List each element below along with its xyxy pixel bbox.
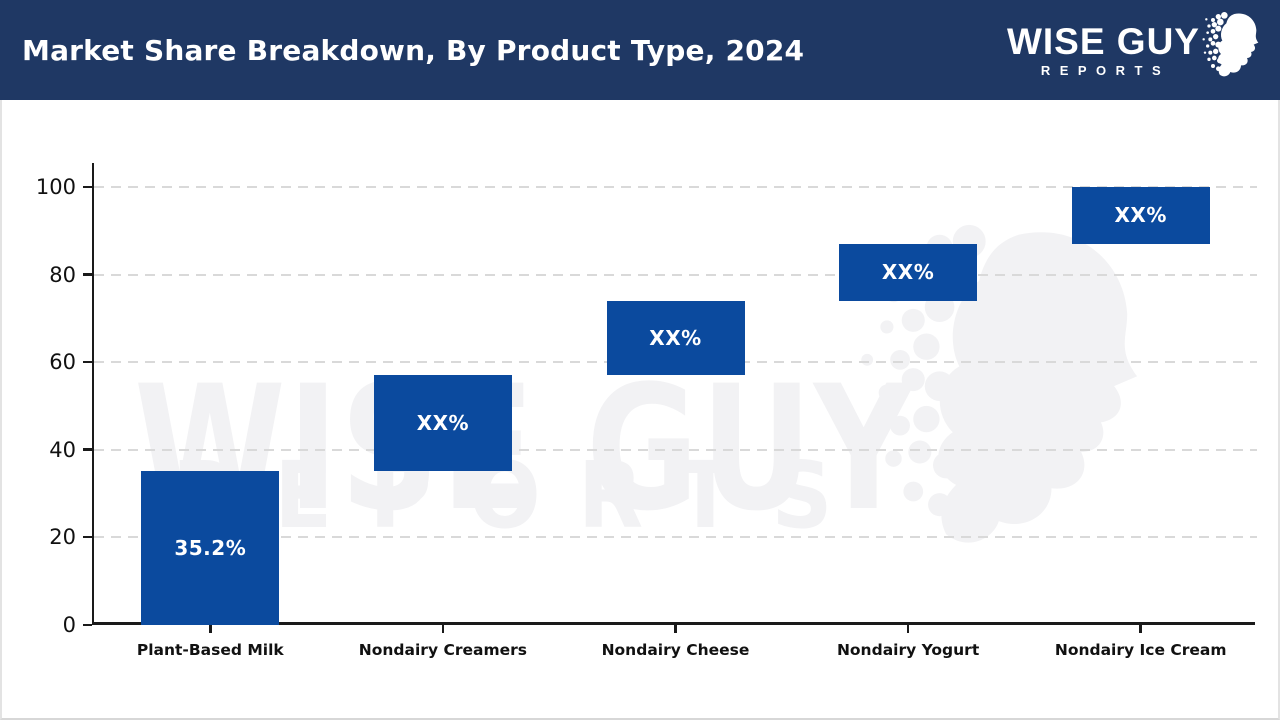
x-axis-label-nondairy-creamers: Nondairy Creamers (358, 641, 527, 659)
bar-nondairy-cheese: XX% (606, 300, 745, 376)
x-axis-tick-nondairy-creamers (441, 625, 445, 633)
bar-nondairy-creamers: XX% (373, 375, 512, 471)
logo-wordmark: WISE GUY (1006, 20, 1200, 62)
x-axis-tick-nondairy-yogurt (906, 625, 910, 633)
bar-value-label: XX% (881, 260, 935, 285)
gridline-y-20 (94, 536, 1257, 539)
gridline-y-40 (94, 448, 1257, 451)
x-axis-tick-plant-based-milk (209, 625, 212, 633)
y-axis-tick-80 (83, 273, 92, 276)
logo-subtitle: REPORTS (1040, 62, 1171, 78)
wiseguy-head-icon (1202, 12, 1259, 77)
gridline-y-100 (94, 186, 1257, 188)
y-axis-tick-40 (83, 448, 92, 451)
waterfall-chart: 0 20 40 60 80 100 35.2% Plant-Based Milk XX% Nond… (36, 163, 1257, 659)
page-title: Market Share Breakdown, By Product Type,… (22, 33, 805, 67)
wiseguy-logo-text: WISE GUY REPORTS (1007, 23, 1200, 78)
y-axis-label-0: 0 (62, 613, 76, 637)
x-axis-label-nondairy-yogurt: Nondairy Yogurt (836, 641, 980, 659)
y-axis-label-20: 20 (49, 525, 76, 550)
y-axis-tick-0 (83, 623, 92, 626)
header: Market Share Breakdown, By Product Type,… (0, 0, 1280, 100)
bar-plant-based-milk: 35.2% (141, 470, 280, 625)
gridline-y-80 (94, 273, 1257, 276)
bar-value-label: XX% (416, 411, 470, 436)
x-axis-tick-nondairy-ice-cream (1139, 625, 1142, 633)
wiseguy-logo: WISE GUY REPORTS (1007, 8, 1270, 92)
y-axis-tick-20 (83, 535, 92, 539)
x-axis-label-plant-based-milk: Plant-Based Milk (136, 641, 284, 659)
y-axis-tick-100 (83, 185, 92, 188)
y-axis-label-100: 100 (35, 175, 76, 199)
bar-value-label: XX% (1114, 203, 1167, 228)
y-axis-label-60: 60 (49, 350, 76, 375)
bar-value-label: 35.2% (174, 535, 247, 560)
x-axis-label-nondairy-ice-cream: Nondairy Ice Cream (1054, 641, 1227, 659)
y-axis-tick-60 (83, 360, 92, 364)
x-axis-tick-nondairy-cheese (674, 625, 677, 633)
bar-value-label: XX% (649, 326, 702, 351)
y-axis-label-80: 80 (49, 262, 76, 287)
y-axis-label-40: 40 (49, 437, 76, 462)
x-axis-label-nondairy-cheese: Nondairy Cheese (601, 641, 750, 659)
bar-nondairy-ice-cream: XX% (1071, 187, 1210, 244)
bar-nondairy-yogurt: XX% (839, 243, 978, 301)
